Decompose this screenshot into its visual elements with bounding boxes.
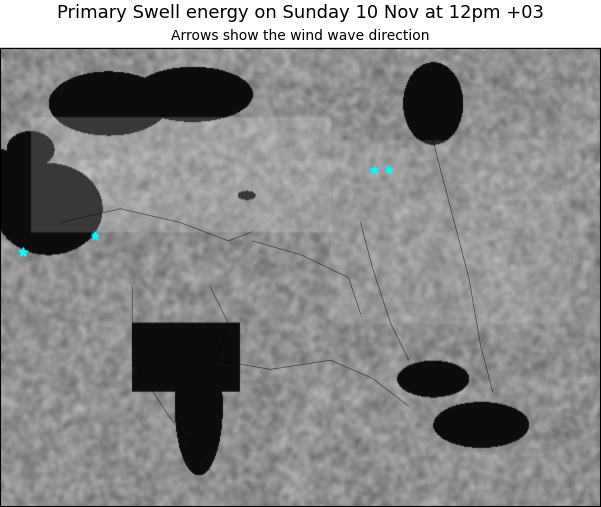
Text: Arrows show the wind wave direction: Arrows show the wind wave direction	[171, 29, 430, 43]
Point	[384, 163, 394, 171]
Point	[90, 232, 100, 240]
Point	[385, 166, 394, 174]
Point	[18, 248, 28, 257]
Point	[369, 166, 379, 174]
Point	[369, 166, 379, 174]
Text: Primary Swell energy on Sunday 10 Nov at 12pm +03: Primary Swell energy on Sunday 10 Nov at…	[57, 5, 544, 22]
Point	[90, 230, 100, 238]
Point	[18, 248, 28, 257]
